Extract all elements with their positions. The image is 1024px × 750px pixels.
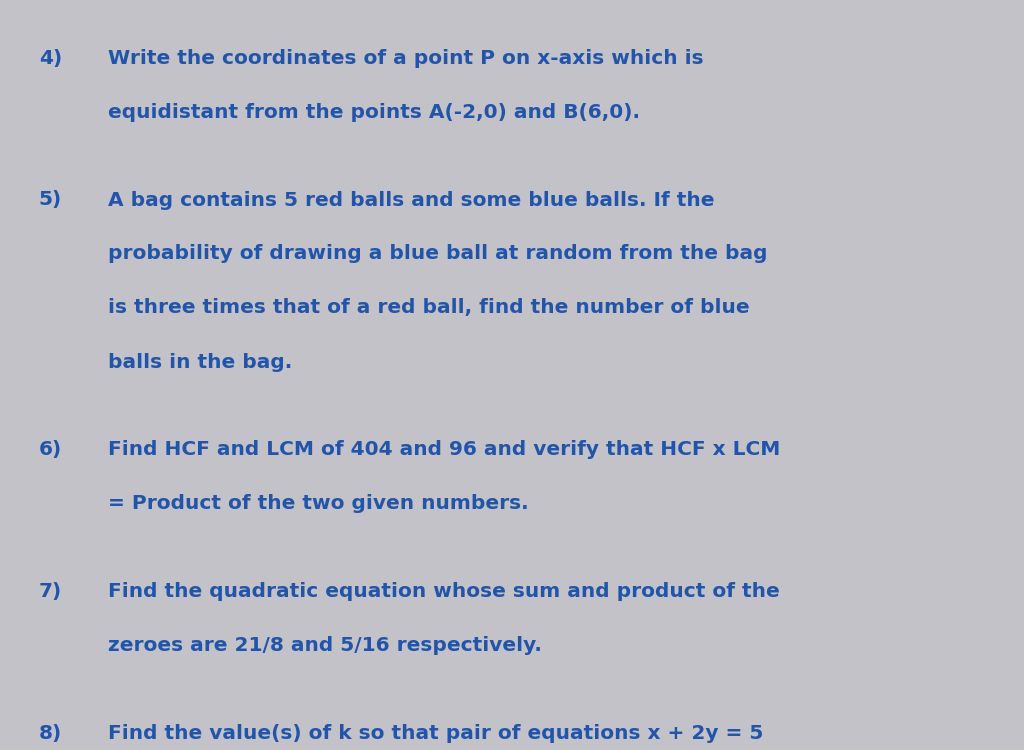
Text: Find the value(s) of k so that pair of equations x + 2y = 5: Find the value(s) of k so that pair of e… xyxy=(108,724,763,742)
Text: Find HCF and LCM of 404 and 96 and verify that HCF x LCM: Find HCF and LCM of 404 and 96 and verif… xyxy=(108,440,780,459)
Text: Find the quadratic equation whose sum and product of the: Find the quadratic equation whose sum an… xyxy=(108,582,779,601)
Text: = Product of the two given numbers.: = Product of the two given numbers. xyxy=(108,494,528,513)
Text: 5): 5) xyxy=(39,190,62,209)
Text: 6): 6) xyxy=(39,440,62,459)
Text: is three times that of a red ball, find the number of blue: is three times that of a red ball, find … xyxy=(108,298,750,317)
Text: 8): 8) xyxy=(39,724,62,742)
Text: equidistant from the points A(-2,0) and B(6,0).: equidistant from the points A(-2,0) and … xyxy=(108,103,640,122)
Text: probability of drawing a blue ball at random from the bag: probability of drawing a blue ball at ra… xyxy=(108,244,767,263)
Text: balls in the bag.: balls in the bag. xyxy=(108,352,292,371)
Text: 4): 4) xyxy=(39,49,62,68)
Text: 7): 7) xyxy=(39,582,62,601)
Text: Write the coordinates of a point P on x-axis which is: Write the coordinates of a point P on x-… xyxy=(108,49,703,68)
Text: zeroes are 21/8 and 5/16 respectively.: zeroes are 21/8 and 5/16 respectively. xyxy=(108,636,542,655)
Text: A bag contains 5 red balls and some blue balls. If the: A bag contains 5 red balls and some blue… xyxy=(108,190,714,209)
